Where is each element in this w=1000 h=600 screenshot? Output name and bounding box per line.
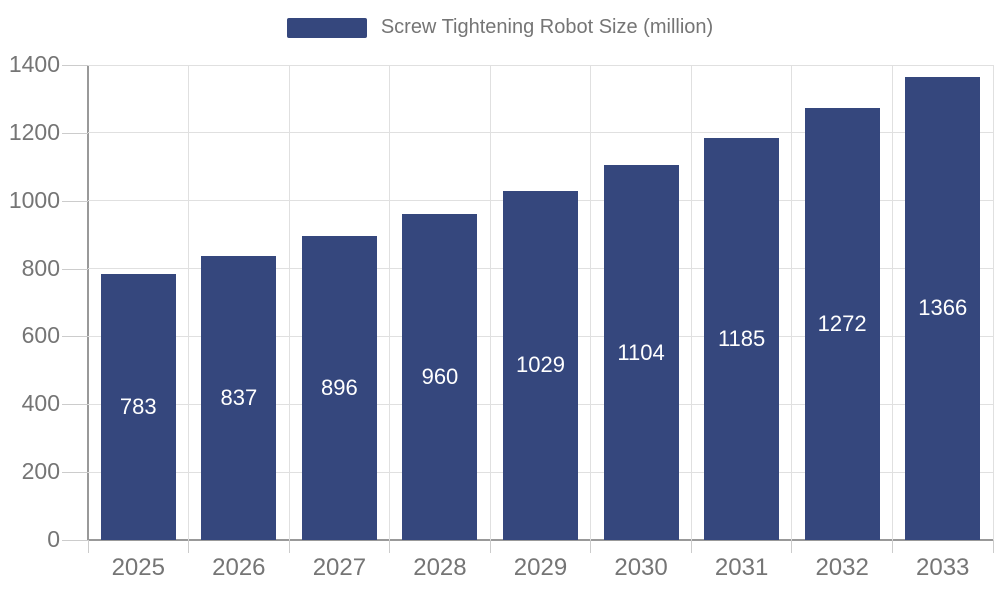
- bar[interactable]: 1185: [704, 137, 780, 540]
- bar[interactable]: 960: [402, 214, 478, 540]
- x-tick-label: 2027: [312, 554, 367, 581]
- x-tick-label: 2033: [916, 554, 970, 581]
- bar-value-label: 1104: [617, 339, 665, 365]
- x-axis-tick: [87, 540, 89, 553]
- gridline-vertical: [288, 65, 290, 540]
- x-tick-label: 2029: [513, 554, 568, 581]
- y-tick-label: 400: [21, 390, 60, 417]
- gridline-vertical: [791, 65, 793, 540]
- gridline-vertical: [389, 65, 391, 540]
- bar-value-label: 1029: [516, 352, 565, 378]
- gridline-horizontal: [88, 64, 993, 66]
- bar-value-label: 1366: [918, 295, 968, 321]
- y-tick-label: 1000: [8, 186, 60, 213]
- bar-value-label: 837: [220, 385, 258, 410]
- x-axis-tick: [791, 540, 793, 553]
- y-tick-label: 1400: [8, 51, 60, 77]
- legend-label: Screw Tightening Robot Size (million): [380, 16, 714, 38]
- y-tick-label: 800: [21, 254, 60, 281]
- y-tick-label: 0: [47, 526, 60, 552]
- y-tick-label: 600: [21, 322, 60, 349]
- gridline-vertical: [590, 65, 592, 540]
- y-tick-label: 200: [21, 458, 60, 485]
- x-axis-tick: [389, 540, 391, 553]
- bar[interactable]: 1366: [905, 76, 981, 540]
- y-axis-tick: [62, 132, 88, 134]
- gridline-horizontal: [88, 132, 993, 134]
- x-tick-label: 2032: [815, 554, 869, 581]
- y-axis-tick: [62, 65, 88, 66]
- gridline-vertical: [188, 65, 190, 540]
- bar-value-label: 1185: [717, 325, 766, 351]
- legend[interactable]: Screw Tightening Robot Size (million): [0, 16, 1000, 39]
- bar[interactable]: 896: [301, 236, 377, 540]
- x-axis-tick: [288, 540, 290, 553]
- bar-value-label: 960: [421, 364, 459, 390]
- gridline-vertical: [992, 65, 994, 540]
- bar-value-label: 783: [119, 394, 157, 420]
- bar[interactable]: 1104: [603, 165, 679, 540]
- y-axis-tick: [62, 336, 88, 338]
- bar[interactable]: 837: [201, 256, 277, 540]
- bar-value-label: 1272: [817, 311, 867, 337]
- bar[interactable]: 783: [100, 274, 176, 540]
- x-axis-tick: [891, 540, 893, 553]
- x-axis-line: [87, 539, 994, 541]
- bar[interactable]: 1029: [503, 190, 578, 540]
- x-axis-tick: [188, 540, 190, 553]
- gridline-vertical: [690, 65, 692, 540]
- x-axis-tick: [992, 540, 994, 553]
- x-axis-tick: [690, 540, 692, 553]
- y-axis-tick: [62, 268, 88, 270]
- x-axis-tick: [590, 540, 592, 553]
- x-tick-label: 2030: [614, 554, 668, 581]
- x-tick-label: 2031: [714, 554, 769, 581]
- y-axis-tick: [62, 200, 88, 202]
- y-tick-label: 1200: [8, 118, 60, 145]
- gridline-vertical: [891, 65, 893, 540]
- x-tick-label: 2025: [111, 554, 165, 581]
- plot-area: 783 2025 837 2026 896 2027 960 2028 1029 2029 1104…: [88, 64, 994, 581]
- x-tick-label: 2028: [413, 554, 467, 581]
- x-tick-label: 2026: [212, 554, 266, 581]
- bar-value-label: 896: [321, 375, 358, 400]
- y-axis-tick: [62, 540, 88, 541]
- y-axis-line: [87, 65, 89, 541]
- gridline-vertical: [489, 65, 491, 540]
- y-axis-tick: [62, 472, 88, 474]
- bar[interactable]: 1272: [804, 108, 880, 540]
- legend-swatch: [286, 17, 367, 38]
- y-axis-tick: [62, 404, 88, 406]
- x-axis-tick: [489, 540, 491, 553]
